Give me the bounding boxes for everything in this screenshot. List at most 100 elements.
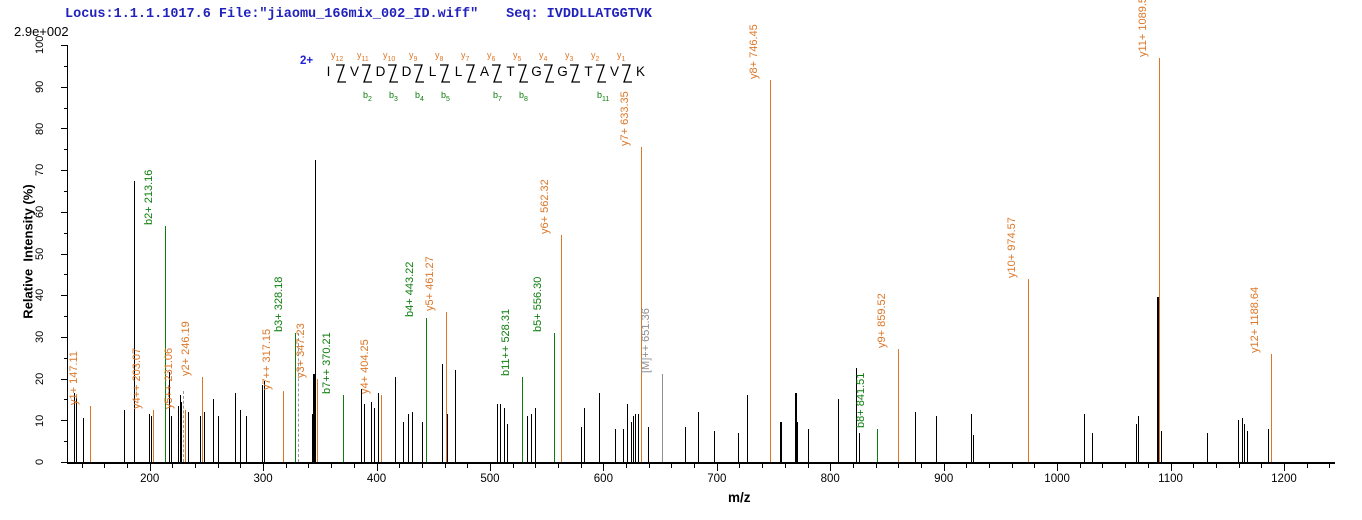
fragment-slash-icon <box>388 64 398 83</box>
y-tick <box>61 253 67 255</box>
noise-peak <box>1243 424 1245 462</box>
b-ion-label: b8 <box>519 90 528 103</box>
x-tick <box>898 464 900 468</box>
annotated-peak-b <box>522 376 524 462</box>
y-axis-line <box>67 45 68 464</box>
x-axis-title: m/z <box>728 490 751 505</box>
noise-peak <box>627 403 629 462</box>
peak-annotation-label: b8+ 841.51 <box>855 372 868 428</box>
noise-peak <box>151 416 153 462</box>
peak-annotation-label: y4+ 404.25 <box>359 339 372 395</box>
fragmentation-boundary: y8 b5 <box>435 50 452 103</box>
noise-peak <box>1137 416 1139 462</box>
x-tick <box>1215 464 1217 468</box>
y-ion-label: y3 <box>565 50 574 63</box>
fragment-slash-icon <box>622 64 632 83</box>
noise-peak <box>970 414 972 462</box>
fragmentation-boundary: y4 <box>539 50 556 102</box>
y-tick <box>64 441 67 443</box>
y-ion-label: y1 <box>617 50 626 63</box>
y-tick-label: 50 <box>34 247 46 260</box>
peak-annotation-label: [M]++ 651.36 <box>639 308 652 374</box>
noise-peak <box>697 411 699 462</box>
noise-peak <box>796 422 798 462</box>
x-tick <box>875 464 877 468</box>
annotated-peak-y <box>153 409 155 462</box>
peak-annotation-label: b4+ 443.22 <box>403 261 416 318</box>
fragmentation-boundary: y3 <box>565 50 582 102</box>
x-tick <box>1034 464 1036 468</box>
noise-peak <box>179 395 181 462</box>
x-tick <box>1125 464 1127 468</box>
residue-letter: T <box>584 64 593 79</box>
noise-peak <box>421 422 423 462</box>
noise-peak <box>615 428 617 462</box>
residue-letter: L <box>454 64 463 79</box>
peak-annotation-label: y11+ 1089.57 <box>1136 0 1149 57</box>
noise-peak <box>1238 420 1240 462</box>
x-tick <box>376 464 378 471</box>
residue-letter: V <box>349 64 359 79</box>
noise-peak <box>1083 414 1085 462</box>
y-tick-label: 90 <box>34 80 46 93</box>
x-tick <box>626 464 628 468</box>
y-tick-label: 0 <box>34 458 46 466</box>
y-tick-label: 30 <box>34 330 46 344</box>
x-tick <box>762 464 764 468</box>
noise-peak <box>936 416 938 462</box>
residue-letter: D <box>375 64 386 79</box>
annotated-peak-y <box>282 391 284 462</box>
b-ion-label: b2 <box>363 90 372 103</box>
annotated-peak-y <box>184 409 186 462</box>
noise-peak <box>82 418 84 462</box>
noise-peak <box>360 389 362 462</box>
noise-peak <box>364 403 366 462</box>
noise-peak <box>181 401 183 462</box>
y-tick <box>64 190 67 192</box>
fragment-slash-icon <box>362 64 372 83</box>
fragmentation-boundary: y1 <box>617 50 634 102</box>
noise-peak <box>312 414 314 462</box>
y-tick <box>64 149 67 151</box>
residue-letter: I <box>326 64 331 79</box>
annotated-peak-y <box>1271 353 1273 462</box>
noise-peak <box>534 407 536 462</box>
noise-peak <box>204 411 206 462</box>
y-tick-label: 80 <box>34 122 46 135</box>
y-tick <box>64 232 67 234</box>
noise-peak <box>506 424 508 462</box>
precursor-charge-label: 2+ <box>300 55 314 67</box>
x-tick <box>852 464 854 468</box>
x-tick <box>920 464 922 468</box>
noise-peak <box>246 416 248 462</box>
x-tick <box>217 464 219 468</box>
x-tick <box>784 464 786 468</box>
max-intensity-label: 2.9e+002 <box>14 24 69 39</box>
x-tick <box>558 464 559 468</box>
x-tick-label: 600 <box>593 473 613 485</box>
noise-peak <box>74 393 76 462</box>
x-tick <box>807 464 809 468</box>
x-tick <box>1193 464 1195 468</box>
y-ion-label: y11 <box>357 50 369 63</box>
x-tick <box>535 464 537 468</box>
fragment-slash-icon <box>440 64 450 83</box>
x-tick <box>1102 464 1104 468</box>
y-tick <box>61 295 67 297</box>
x-tick <box>1057 464 1059 471</box>
x-tick <box>1261 464 1263 468</box>
noise-peak <box>313 374 316 462</box>
fragmentation-boundary: y12 <box>331 50 348 102</box>
annotated-peak-b <box>164 226 166 462</box>
noise-peak <box>261 384 263 462</box>
peak-annotation-label: y6+ 562.32 <box>538 178 551 234</box>
noise-peak <box>781 422 783 462</box>
y-tick <box>61 128 67 130</box>
noise-peak <box>1206 432 1208 462</box>
y-tick <box>64 399 67 401</box>
x-tick <box>172 464 174 468</box>
x-tick <box>444 464 446 468</box>
y-tick <box>61 378 67 380</box>
residue-letter: A <box>479 64 489 79</box>
